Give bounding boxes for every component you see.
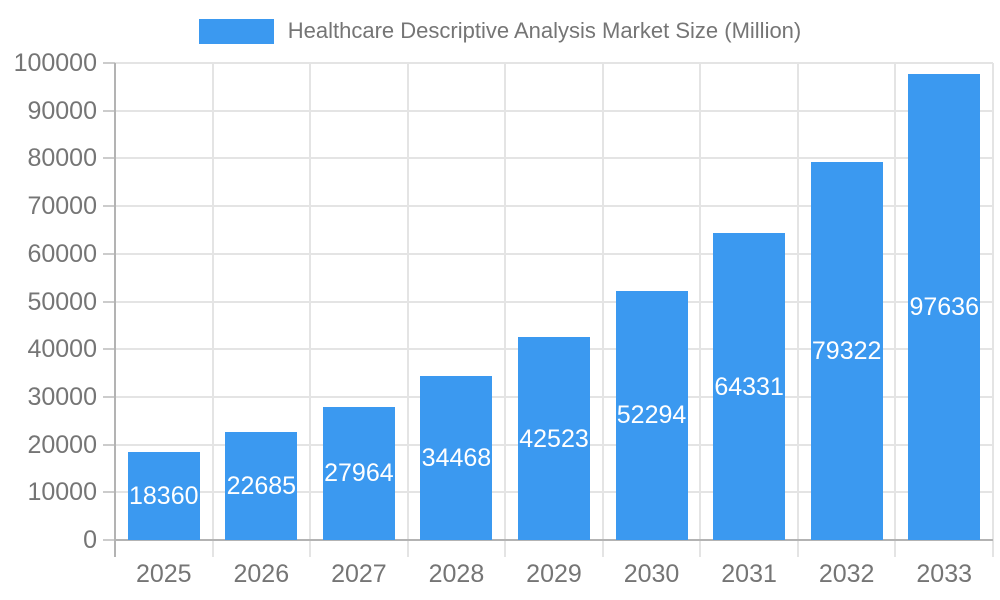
x-axis-label: 2028 [428,560,485,588]
x-axis-label: 2027 [331,560,387,588]
y-axis-label: 70000 [27,192,97,221]
bar [225,431,298,540]
y-axis-tick [103,348,115,351]
y-axis-label: 80000 [27,144,97,173]
bar [713,233,786,540]
y-axis-tick [103,62,115,64]
bar [518,337,590,540]
x-gridline [601,63,604,557]
y-axis-label: 60000 [27,239,97,268]
y-axis-label: 20000 [27,430,97,459]
x-gridline [992,63,994,557]
x-gridline [309,63,312,557]
y-axis-tick [103,395,115,398]
bar-value-label: 52294 [616,401,687,430]
y-axis-label: 30000 [27,382,97,411]
y-gridline [115,109,993,112]
chart-legend: Healthcare Descriptive Analysis Market S… [0,18,1000,44]
bar-value-label: 42523 [519,424,589,453]
y-axis-tick [103,539,115,541]
bar [322,406,395,540]
x-gridline [894,63,897,557]
legend-swatch [198,18,274,44]
y-gridline [115,62,993,64]
y-axis-tick [103,443,115,446]
x-gridline [796,63,799,557]
x-axis-line [115,539,993,541]
y-gridline [115,300,993,303]
bar [810,161,883,540]
bar [420,375,493,540]
y-axis-label: 100000 [13,49,97,77]
x-gridline [406,63,409,557]
x-gridline [699,63,702,557]
bar-value-label: 18360 [129,482,199,511]
y-axis-line [114,63,116,557]
y-axis-label: 10000 [27,478,97,507]
bar [908,74,981,540]
y-axis-tick [103,252,115,255]
x-axis-label: 2031 [721,560,777,588]
bar-value-label: 64331 [714,372,784,401]
x-axis-label: 2033 [916,560,973,588]
y-gridline [115,205,993,208]
bar-value-label: 97636 [909,293,979,322]
x-axis-label: 2025 [135,560,192,588]
bar-value-label: 34468 [421,443,492,472]
x-axis-label: 2032 [818,560,875,588]
x-gridline [504,63,507,557]
legend-label: Healthcare Descriptive Analysis Market S… [287,18,802,43]
x-gridline [211,63,214,557]
bar [127,452,200,540]
y-gridline [115,157,993,160]
y-axis-tick [103,300,115,303]
y-axis-label: 50000 [27,287,97,316]
y-axis-tick [103,109,115,112]
bar-value-label: 22685 [226,471,297,500]
x-axis-label: 2030 [623,560,680,588]
y-axis-label: 40000 [27,335,97,364]
y-axis-tick [103,157,115,160]
y-gridline [115,252,993,255]
y-axis-label: 0 [83,526,97,554]
bar [615,290,688,540]
bar-value-label: 27964 [324,459,394,488]
y-axis-tick [103,205,115,208]
bar-value-label: 79322 [811,336,882,365]
y-axis-tick [103,491,115,494]
y-axis-label: 90000 [27,96,97,125]
x-axis-label: 2029 [526,560,582,588]
x-axis-label: 2026 [233,560,290,588]
